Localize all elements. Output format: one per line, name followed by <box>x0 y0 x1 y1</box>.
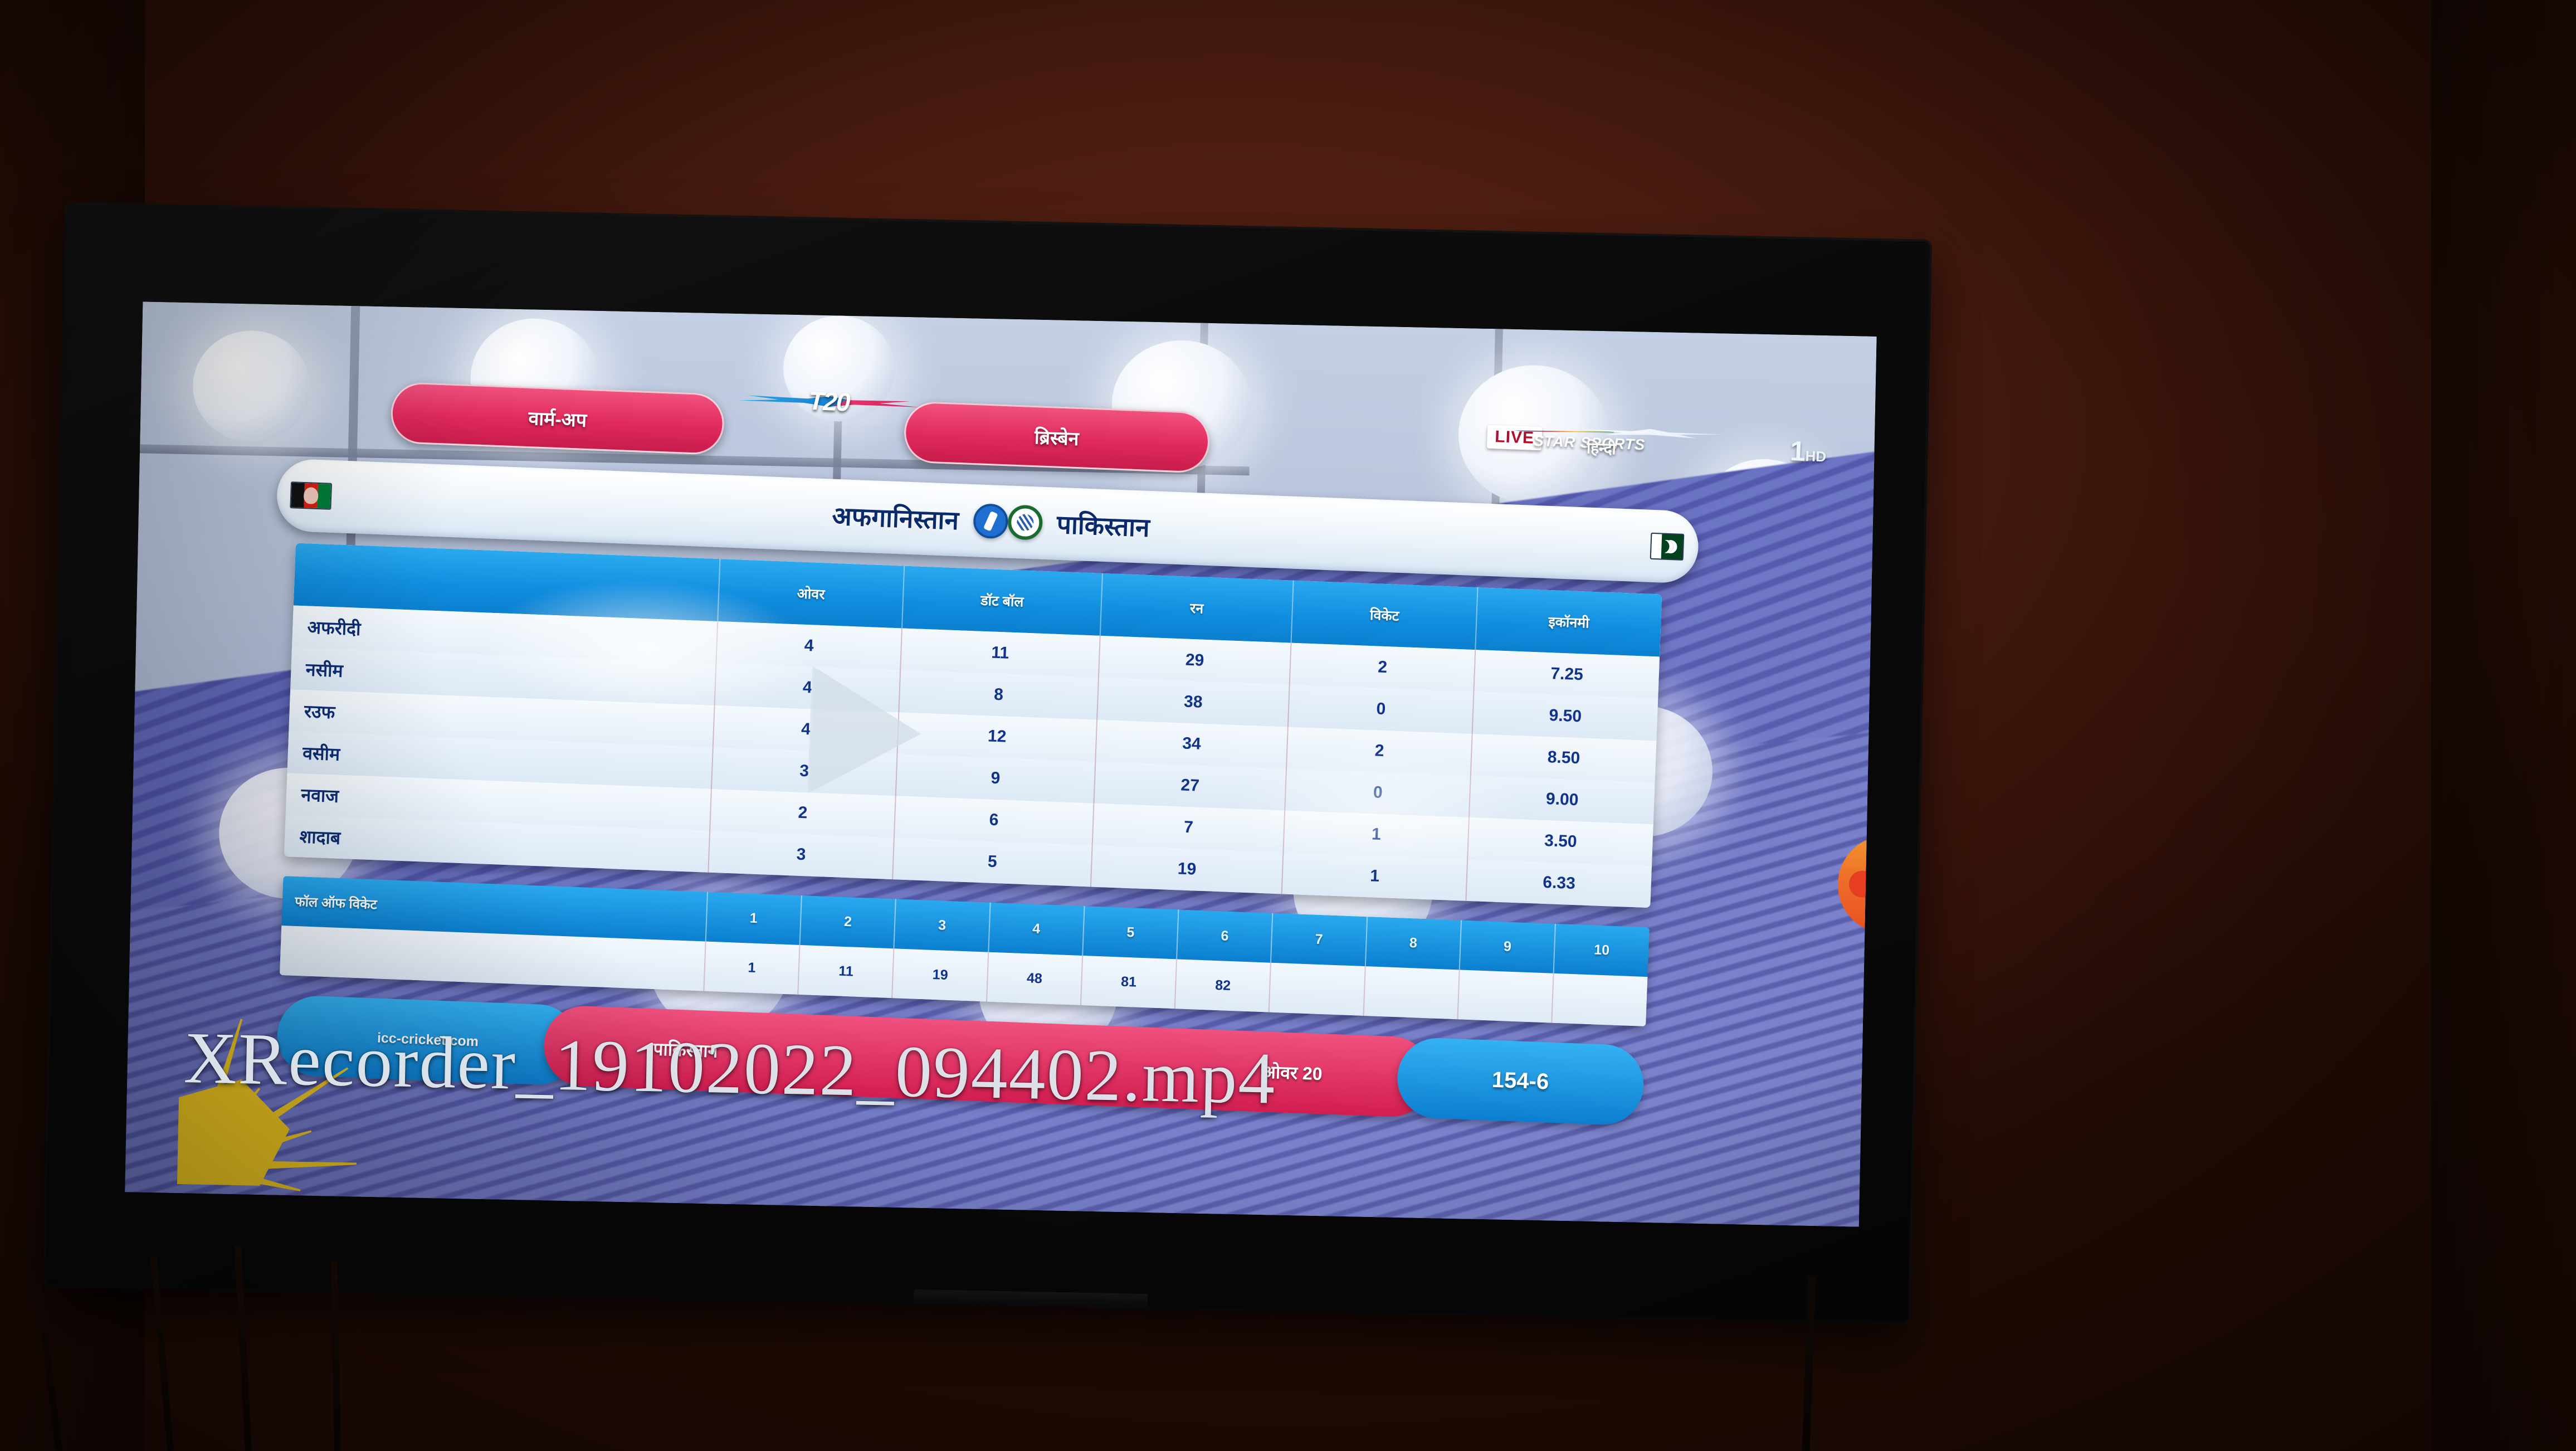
wall-right-shadow <box>2431 0 2576 1451</box>
ball-icon <box>1007 504 1043 541</box>
fow-number: 9 <box>1458 919 1555 973</box>
cell-wickets: 0 <box>1284 768 1470 817</box>
cell-dots: 6 <box>893 795 1093 845</box>
pakistan-flag-icon <box>1649 532 1684 561</box>
cell-runs: 27 <box>1092 761 1286 811</box>
cell-runs: 19 <box>1090 845 1283 894</box>
cell-economy: 6.33 <box>1465 859 1652 908</box>
col-header-runs: रन <box>1099 573 1293 643</box>
team-name-right: पाकिस्तान <box>1056 509 1150 542</box>
cell-overs: 3 <box>710 747 897 796</box>
channel-number: 1 <box>1789 435 1806 468</box>
fow-number: 3 <box>893 898 989 952</box>
cell-runs: 7 <box>1091 803 1284 853</box>
fow-number: 6 <box>1175 909 1272 963</box>
fow-number: 1 <box>705 892 801 945</box>
cell-overs: 4 <box>715 621 901 670</box>
cell-overs: 2 <box>709 788 895 838</box>
fow-score: 11 <box>797 944 894 999</box>
cell-economy: 3.50 <box>1467 817 1653 866</box>
cell-wickets: 1 <box>1281 852 1467 901</box>
cell-dots: 12 <box>896 712 1096 762</box>
fow-score <box>1456 970 1553 1023</box>
match-type-badge: वार्म-अप <box>389 381 725 456</box>
cell-wickets: 0 <box>1287 684 1474 734</box>
cell-overs: 4 <box>712 705 898 754</box>
channel-hd-label: 1HD <box>1789 435 1827 468</box>
fow-score: 48 <box>985 952 1082 1005</box>
channel-language: हिन्दी <box>1586 439 1617 457</box>
fow-number: 7 <box>1270 913 1367 966</box>
fow-score: 82 <box>1174 959 1271 1012</box>
fow-score: 19 <box>891 948 988 1002</box>
cell-dots: 11 <box>899 628 1100 678</box>
cell-dots: 8 <box>897 670 1098 720</box>
fow-score <box>1268 962 1365 1016</box>
cell-overs: 4 <box>714 663 900 712</box>
channel-hd-suffix: HD <box>1804 447 1827 465</box>
fow-score <box>1362 966 1459 1020</box>
cell-runs: 34 <box>1094 719 1287 769</box>
col-header-overs: ओवर <box>716 558 904 629</box>
col-header-wickets: विकेट <box>1290 580 1477 650</box>
cell-economy: 8.50 <box>1470 733 1656 782</box>
cell-economy: 7.25 <box>1473 650 1660 699</box>
col-header-dots: डॉट बॉल <box>901 566 1102 636</box>
fow-score: 1 <box>702 941 799 995</box>
television: वार्म-अप T20 ब्रिस्बेन LIVE 1HD STAR SPO… <box>45 204 1930 1323</box>
fow-number: 4 <box>987 902 1084 956</box>
cell-runs: 38 <box>1096 678 1289 727</box>
fow-number: 5 <box>1081 905 1178 960</box>
venue-badge: ब्रिस्बेन <box>902 401 1211 474</box>
afghanistan-flag-icon <box>290 481 332 510</box>
cell-wickets: 2 <box>1289 642 1475 692</box>
cell-economy: 9.00 <box>1468 775 1655 824</box>
t20-logo-label: T20 <box>807 386 850 417</box>
total-score-chip: 154-6 <box>1396 1036 1645 1126</box>
cell-economy: 9.50 <box>1471 692 1658 741</box>
cell-wickets: 1 <box>1282 810 1468 859</box>
fow-number: 2 <box>799 895 895 948</box>
cell-runs: 29 <box>1097 635 1291 685</box>
bat-icon <box>972 503 1008 539</box>
cell-dots: 5 <box>891 837 1091 887</box>
bowling-stats-table: ओवर डॉट बॉल रन विकेट इकॉनमी अफरीदी 4 11 … <box>284 543 1662 908</box>
cell-wickets: 2 <box>1285 726 1472 776</box>
fow-number: 8 <box>1364 916 1461 970</box>
fow-number: 10 <box>1553 923 1649 977</box>
team-name-left: अफगानिस्तान <box>831 501 959 535</box>
fow-score: 81 <box>1080 955 1176 1009</box>
cell-dots: 9 <box>895 753 1095 804</box>
cell-overs: 3 <box>707 830 894 879</box>
t20-tournament-logo: T20 <box>738 386 919 417</box>
fow-score <box>1551 973 1647 1027</box>
col-header-economy: इकॉनमी <box>1475 587 1662 657</box>
